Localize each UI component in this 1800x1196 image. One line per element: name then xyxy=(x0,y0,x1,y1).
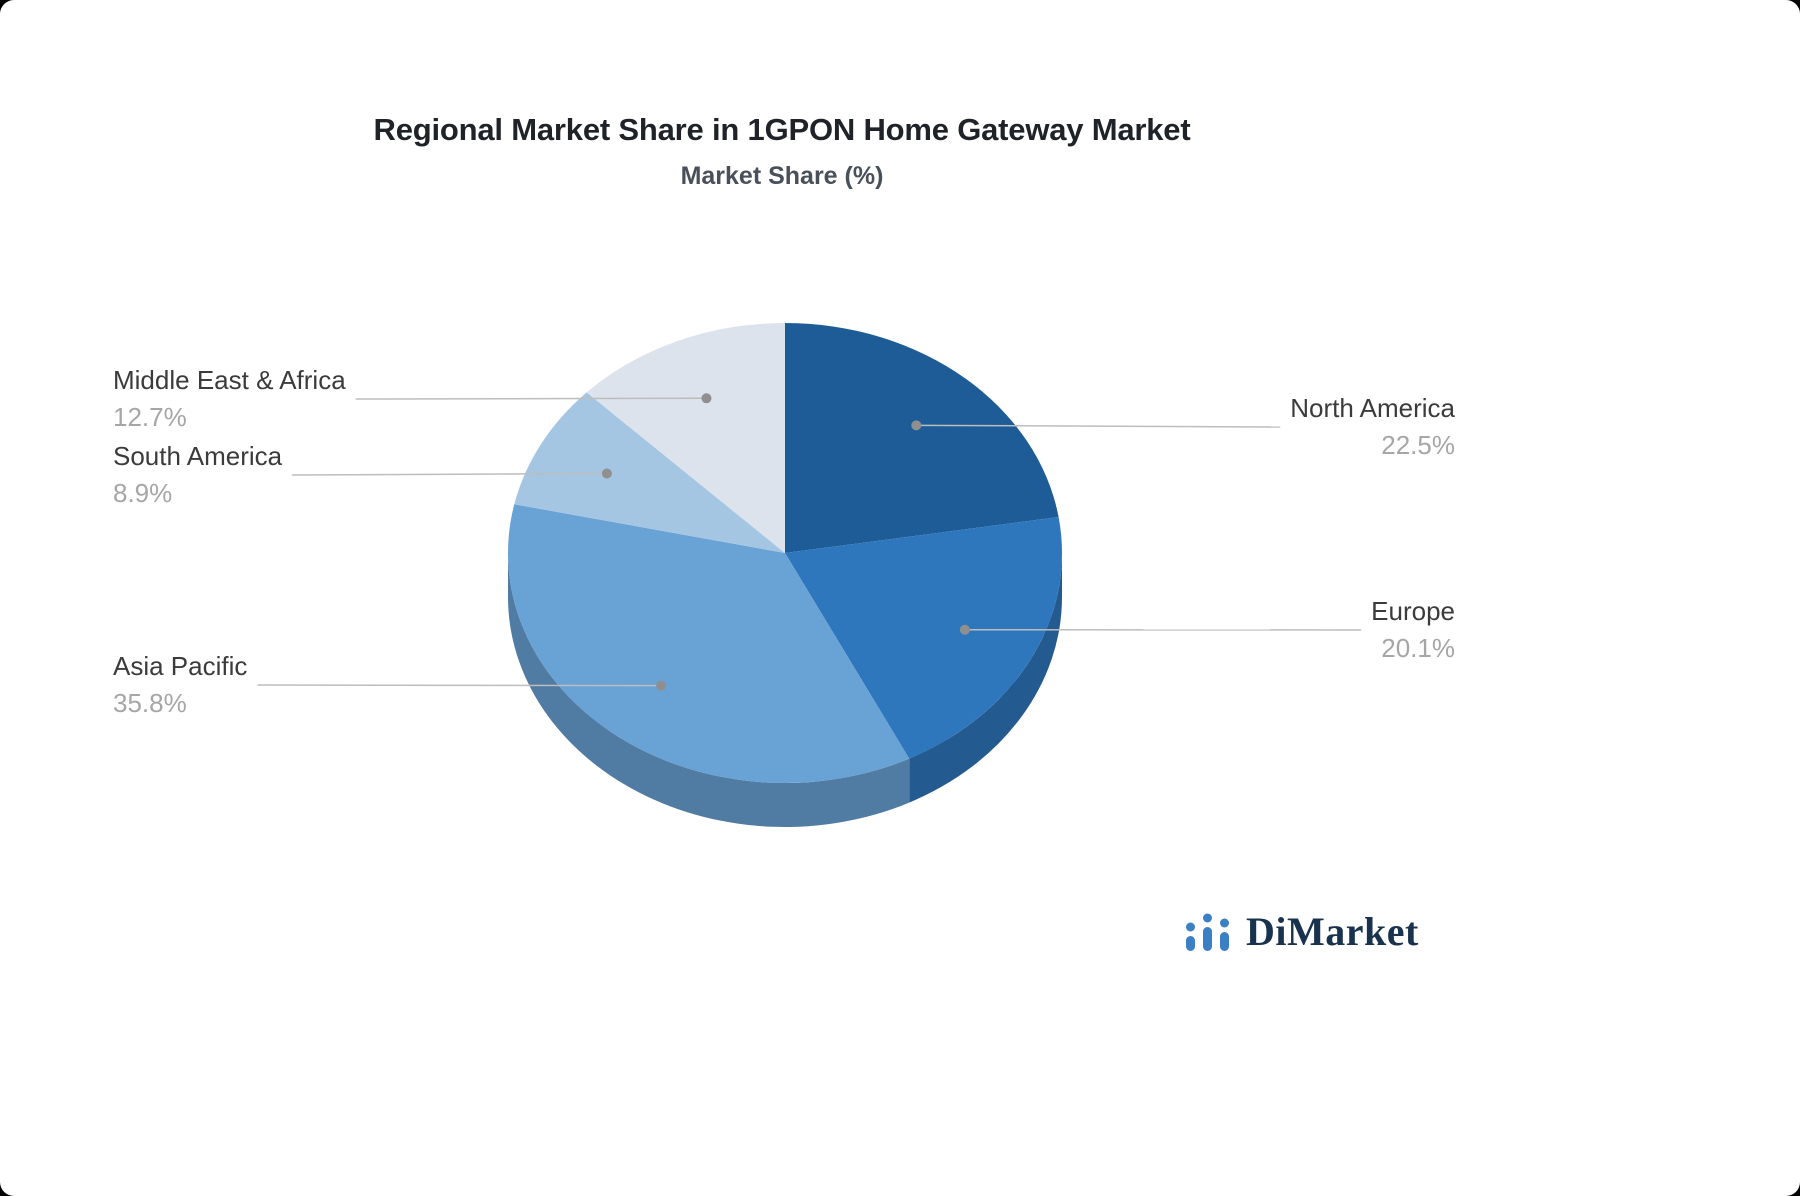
leader-dot xyxy=(959,624,970,635)
leader-line xyxy=(257,684,662,687)
leader-line xyxy=(292,472,607,476)
bar-chart-icon xyxy=(1186,913,1229,951)
slice-name: Middle East & Africa xyxy=(113,365,346,395)
pie-slice-europe xyxy=(785,517,1063,759)
slice-value: 20.1% xyxy=(1381,633,1455,663)
leader-dot xyxy=(656,680,667,691)
bar-icon-bar xyxy=(1203,926,1212,951)
pie-slice-south-america xyxy=(514,392,785,553)
pie-slice-asia-pacific xyxy=(508,504,910,784)
leader-dot xyxy=(701,393,712,404)
slice-label-middle-east-africa: Middle East & Africa 12.7% xyxy=(113,362,346,436)
pie-slice-north-america xyxy=(785,323,1059,553)
slice-label-north-america: North America 22.5% xyxy=(1290,390,1455,464)
slice-name: Europe xyxy=(1371,596,1455,626)
chart-subtitle: Market Share (%) xyxy=(680,162,884,191)
slice-name: North America xyxy=(1290,393,1455,423)
bar-icon-bar xyxy=(1220,931,1229,951)
brand-name: DiMarket xyxy=(1246,909,1419,954)
leader-line xyxy=(355,397,707,400)
chart-header: Regional Market Share in 1GPON Home Gate… xyxy=(0,110,1564,193)
pie-slice-middle-east-africa xyxy=(586,323,785,553)
bar-icon-dot xyxy=(1220,918,1229,927)
leader-dot xyxy=(911,420,922,431)
slice-value: 22.5% xyxy=(1381,430,1455,460)
slice-name: Asia Pacific xyxy=(113,651,248,681)
leader-dot xyxy=(601,468,612,479)
slice-value: 8.9% xyxy=(113,478,173,508)
slice-name: South America xyxy=(113,441,283,471)
brand-logo: DiMarket xyxy=(1183,908,1419,955)
slice-label-asia-pacific: Asia Pacific 35.8% xyxy=(113,648,247,722)
chart-title: Regional Market Share in 1GPON Home Gate… xyxy=(373,112,1191,147)
pie-slice-wall xyxy=(909,553,1062,803)
pie-slice-wall xyxy=(508,553,910,827)
slice-label-south-america: South America 8.9% xyxy=(113,438,282,512)
slice-label-europe: Europe 20.1% xyxy=(1371,593,1455,667)
slice-value: 35.8% xyxy=(113,688,187,718)
bar-icon-bar xyxy=(1186,935,1195,951)
leader-line xyxy=(916,424,1281,428)
bar-icon-dot xyxy=(1203,913,1212,922)
bar-icon-dot xyxy=(1186,922,1195,931)
slice-value: 12.7% xyxy=(113,402,187,432)
